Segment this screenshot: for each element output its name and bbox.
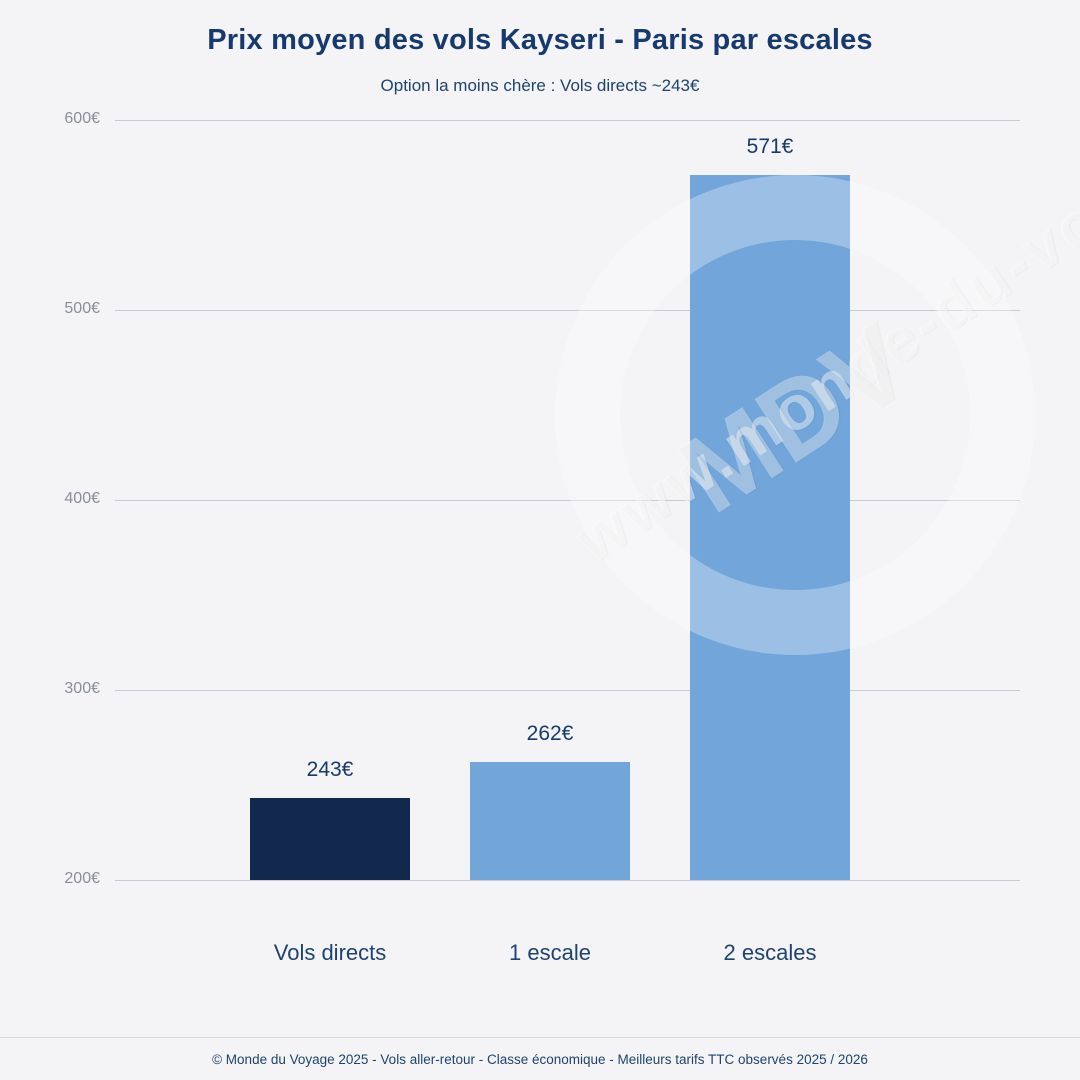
gridline bbox=[115, 310, 1020, 311]
category-label: 1 escale bbox=[509, 940, 591, 965]
category-label: 2 escales bbox=[723, 940, 817, 965]
chart-subtitle: Option la moins chère : Vols directs ~24… bbox=[380, 76, 700, 95]
gridline bbox=[115, 880, 1020, 881]
footer: © Monde du Voyage 2025 - Vols aller-reto… bbox=[0, 1037, 1080, 1080]
gridline bbox=[115, 120, 1020, 121]
footer-divider bbox=[0, 1037, 1080, 1038]
category-label: Vols directs bbox=[273, 940, 387, 965]
y-axis-tick-label: 400€ bbox=[64, 490, 100, 507]
gridline bbox=[115, 690, 1020, 691]
bar-value-label: 571€ bbox=[746, 135, 794, 159]
gridline bbox=[115, 500, 1020, 501]
plot-area: 200€ 300€ 400€ 500€ 600€ 243€ Vols directs 262€… bbox=[64, 110, 1020, 965]
footer-text: © Monde du Voyage 2025 - Vols aller-reto… bbox=[212, 1052, 868, 1067]
y-axis-tick-label: 500€ bbox=[64, 300, 100, 317]
bar bbox=[690, 175, 850, 880]
y-axis-tick-label: 200€ bbox=[64, 870, 100, 887]
chart-title: Prix moyen des vols Kayseri - Paris par … bbox=[207, 24, 873, 56]
bar-value-label: 262€ bbox=[526, 722, 574, 746]
bar-value-label: 243€ bbox=[306, 758, 354, 782]
bar bbox=[250, 798, 410, 880]
bar bbox=[470, 762, 630, 880]
y-axis-tick-label: 600€ bbox=[64, 110, 100, 127]
y-axis-tick-label: 300€ bbox=[64, 680, 100, 697]
